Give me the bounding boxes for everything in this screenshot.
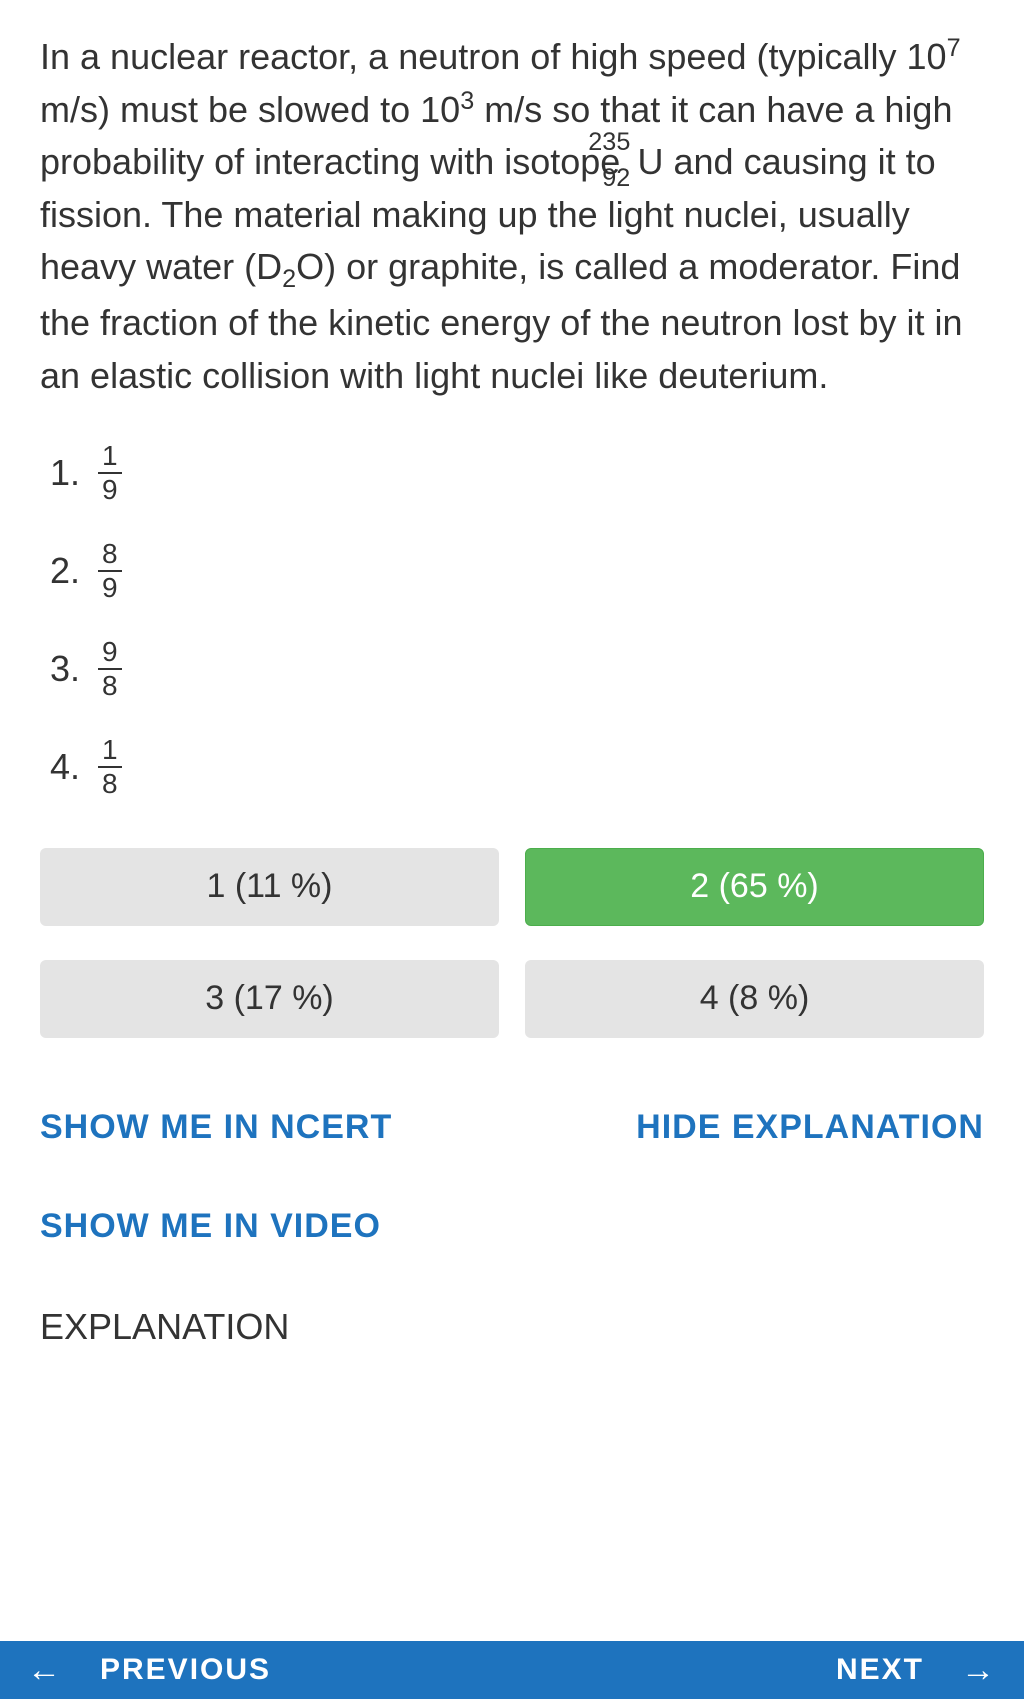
fraction-denominator: 9: [102, 572, 118, 602]
fraction-denominator: 9: [102, 474, 118, 504]
answer-stat-label: 4 (8 %): [700, 979, 810, 1018]
show-video-button[interactable]: SHOW ME IN VIDEO: [40, 1207, 984, 1246]
action-row: SHOW ME IN NCERT HIDE EXPLANATION: [40, 1108, 984, 1147]
option-fraction: 8 9: [98, 540, 122, 602]
q-mid1: m/s) must be slowed to: [40, 89, 420, 130]
previous-button[interactable]: PREVIOUS: [90, 1653, 512, 1687]
question-text: In a nuclear reactor, a neutron of high …: [40, 30, 984, 402]
option-fraction: 9 8: [98, 638, 122, 700]
fraction-numerator: 1: [98, 442, 122, 474]
next-button[interactable]: NEXT: [512, 1653, 934, 1687]
fraction-numerator: 8: [98, 540, 122, 572]
answer-stat-4[interactable]: 4 (8 %): [525, 960, 984, 1038]
option-number: 2.: [50, 550, 80, 592]
option-3[interactable]: 3. 9 8: [40, 638, 984, 700]
nuclide: 23592U: [630, 136, 663, 188]
option-1[interactable]: 1. 1 9: [40, 442, 984, 504]
option-number: 1.: [50, 452, 80, 494]
q-speed1-base: 10: [907, 36, 947, 77]
bottom-nav-bar: ← PREVIOUS NEXT →: [0, 1641, 1024, 1699]
answer-stats-grid: 1 (11 %) 2 (65 %) 3 (17 %) 4 (8 %): [40, 848, 984, 1038]
show-ncert-button[interactable]: SHOW ME IN NCERT: [40, 1108, 392, 1147]
answer-stat-label: 2 (65 %): [690, 867, 819, 906]
d2o-close: O): [296, 246, 336, 287]
d2o-open: (D: [244, 246, 282, 287]
answer-stat-3[interactable]: 3 (17 %): [40, 960, 499, 1038]
fraction-numerator: 9: [98, 638, 122, 670]
fraction-denominator: 8: [102, 768, 118, 798]
q-speed1-exp: 7: [947, 34, 961, 62]
fraction-numerator: 1: [98, 736, 122, 768]
nuclide-symbol: U: [638, 141, 664, 182]
q-speed2-base: 10: [420, 89, 460, 130]
explanation-heading: EXPLANATION: [40, 1306, 984, 1348]
option-number: 3.: [50, 648, 80, 690]
nuclide-atomic: 92: [602, 160, 630, 197]
nuclide-mass: 235: [588, 124, 630, 161]
d2o-sub: 2: [282, 265, 296, 293]
option-4[interactable]: 4. 1 8: [40, 736, 984, 798]
option-list: 1. 1 9 2. 8 9 3. 9 8 4. 1 8: [40, 442, 984, 798]
q-pre1: In a nuclear reactor, a neutron of high …: [40, 36, 907, 77]
answer-stat-1[interactable]: 1 (11 %): [40, 848, 499, 926]
arrow-right-icon[interactable]: →: [934, 1651, 1024, 1690]
option-2[interactable]: 2. 8 9: [40, 540, 984, 602]
fraction-denominator: 8: [102, 670, 118, 700]
hide-explanation-button[interactable]: HIDE EXPLANATION: [636, 1108, 984, 1147]
answer-stat-label: 1 (11 %): [207, 867, 333, 906]
option-fraction: 1 9: [98, 442, 122, 504]
answer-stat-label: 3 (17 %): [205, 979, 334, 1018]
arrow-left-icon[interactable]: ←: [0, 1651, 90, 1690]
option-fraction: 1 8: [98, 736, 122, 798]
option-number: 4.: [50, 746, 80, 788]
answer-stat-2[interactable]: 2 (65 %): [525, 848, 984, 926]
q-speed2-exp: 3: [460, 87, 474, 115]
